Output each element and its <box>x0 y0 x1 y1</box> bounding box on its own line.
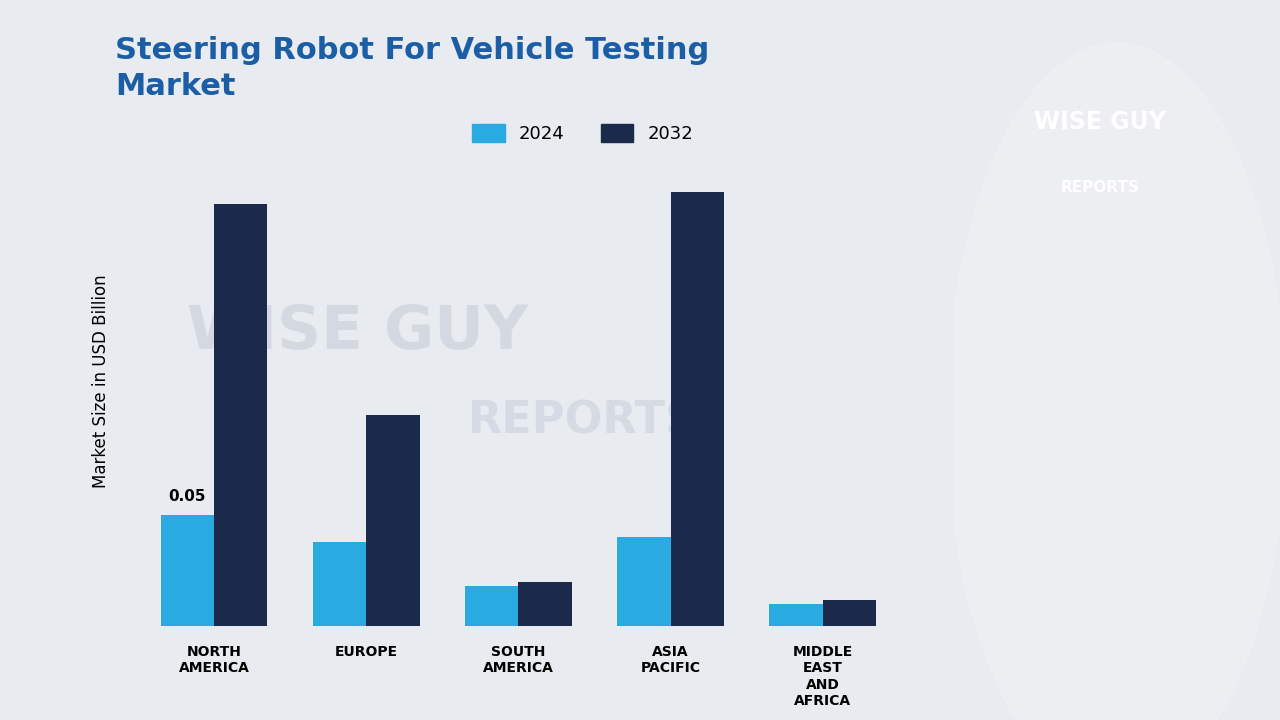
Text: REPORTS: REPORTS <box>468 400 698 442</box>
Legend: 2024, 2032: 2024, 2032 <box>465 117 701 150</box>
Bar <box>671 192 723 626</box>
Bar <box>465 586 518 626</box>
Text: WISE GUY: WISE GUY <box>187 303 527 362</box>
Bar <box>314 542 366 626</box>
Bar <box>366 415 420 626</box>
Circle shape <box>947 43 1280 720</box>
Bar <box>769 604 823 626</box>
Text: Steering Robot For Vehicle Testing
Market: Steering Robot For Vehicle Testing Marke… <box>115 36 709 101</box>
Text: REPORTS: REPORTS <box>1061 180 1140 194</box>
Y-axis label: Market Size in USD Billion: Market Size in USD Billion <box>92 275 110 488</box>
Bar <box>214 204 268 626</box>
Text: 0.05: 0.05 <box>169 489 206 504</box>
Bar <box>161 515 214 626</box>
Bar <box>617 537 671 626</box>
Text: WISE GUY: WISE GUY <box>1034 110 1166 135</box>
Bar <box>518 582 572 626</box>
Bar <box>823 600 876 626</box>
